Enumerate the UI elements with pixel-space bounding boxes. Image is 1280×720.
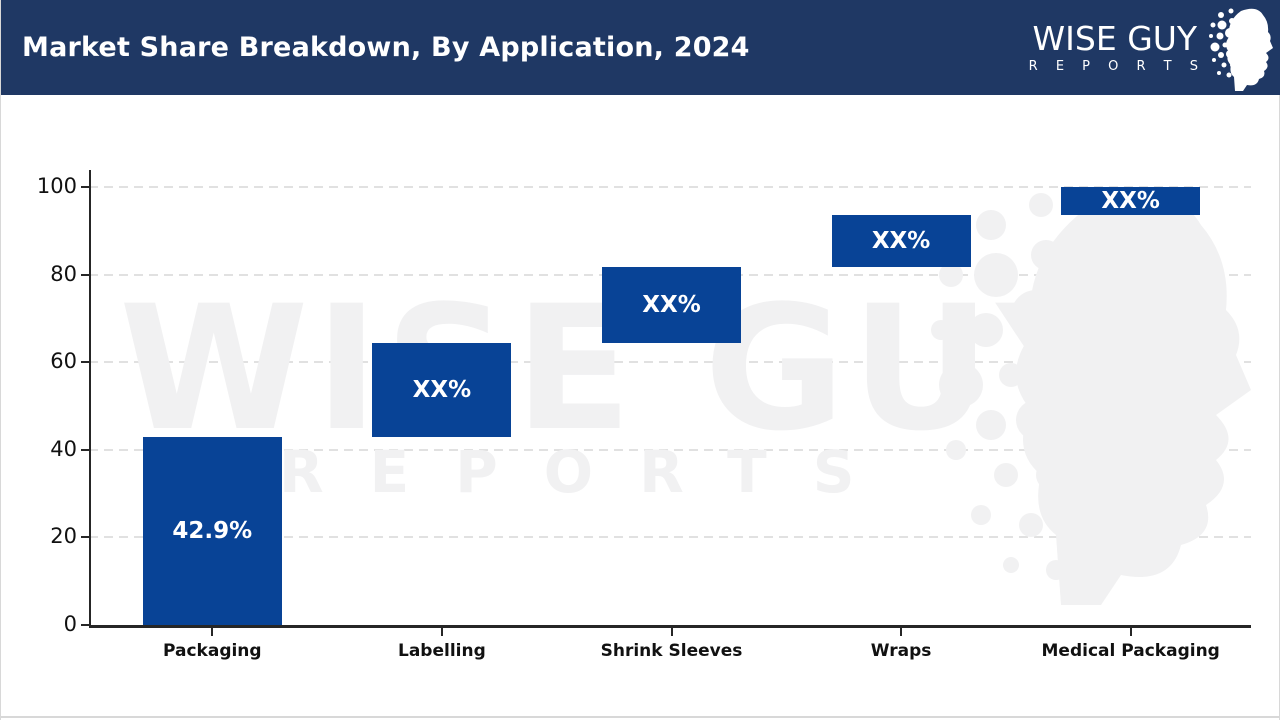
page-title: Market Share Breakdown, By Application, … [22, 32, 750, 63]
logo: WISE GUY R E P O R T S [1023, 4, 1273, 92]
y-axis [89, 170, 91, 628]
y-tick [81, 624, 89, 626]
category-label: Shrink Sleeves [600, 641, 743, 661]
y-tick [81, 361, 89, 364]
bottom-border [1, 716, 1280, 718]
x-tick [440, 628, 443, 636]
bar-label: XX% [1101, 188, 1160, 215]
y-tick-label: 20 [50, 524, 77, 549]
logo-wordmark-line2: R E P O R T S [1028, 59, 1205, 74]
y-tick [81, 273, 89, 276]
category-label: Packaging [162, 641, 262, 661]
y-tick [81, 186, 89, 188]
header: Market Share Breakdown, By Application, … [1, 0, 1280, 95]
bar-label: 42.9% [172, 518, 253, 545]
y-tick-label: 40 [50, 436, 77, 461]
gridline [89, 186, 1251, 188]
y-tick-label: 60 [50, 349, 77, 374]
gridline [89, 536, 1251, 539]
bar-label: XX% [871, 228, 931, 255]
bar-label: XX% [642, 292, 701, 319]
y-tick-label: 80 [50, 261, 77, 286]
bar: XX% [1061, 187, 1201, 216]
y-tick [81, 536, 89, 539]
x-tick [211, 628, 214, 636]
watermark-reports-text: REPORTS [279, 438, 901, 506]
category-label: Wraps [870, 641, 932, 661]
y-tick-label: 100 [36, 174, 77, 198]
gridline [89, 361, 1251, 364]
bar: XX% [831, 215, 971, 268]
category-label: Medical Packaging [1041, 641, 1220, 661]
bar-label: XX% [412, 377, 472, 403]
y-tick [81, 448, 89, 451]
chart: 0 20 40 60 80 100 42.9% Packaging XX% Labelling XX… [1, 95, 1280, 720]
bar: XX% [602, 267, 741, 343]
bar: 42.9% [142, 437, 282, 625]
y-tick-label: 0 [63, 612, 77, 636]
category-label: Labelling [398, 641, 486, 661]
gridline [89, 448, 1251, 451]
bar: XX% [372, 342, 512, 438]
x-tick [1129, 628, 1132, 636]
logo-wordmark-line1: WISE GUY [1032, 19, 1198, 58]
logo-head-icon [1209, 8, 1273, 91]
x-tick [670, 628, 673, 636]
logo-wordmark: WISE GUY R E P O R T S [1025, 19, 1205, 75]
x-axis [89, 625, 1251, 628]
x-tick [900, 628, 903, 636]
watermark-head-icon [931, 193, 1251, 605]
